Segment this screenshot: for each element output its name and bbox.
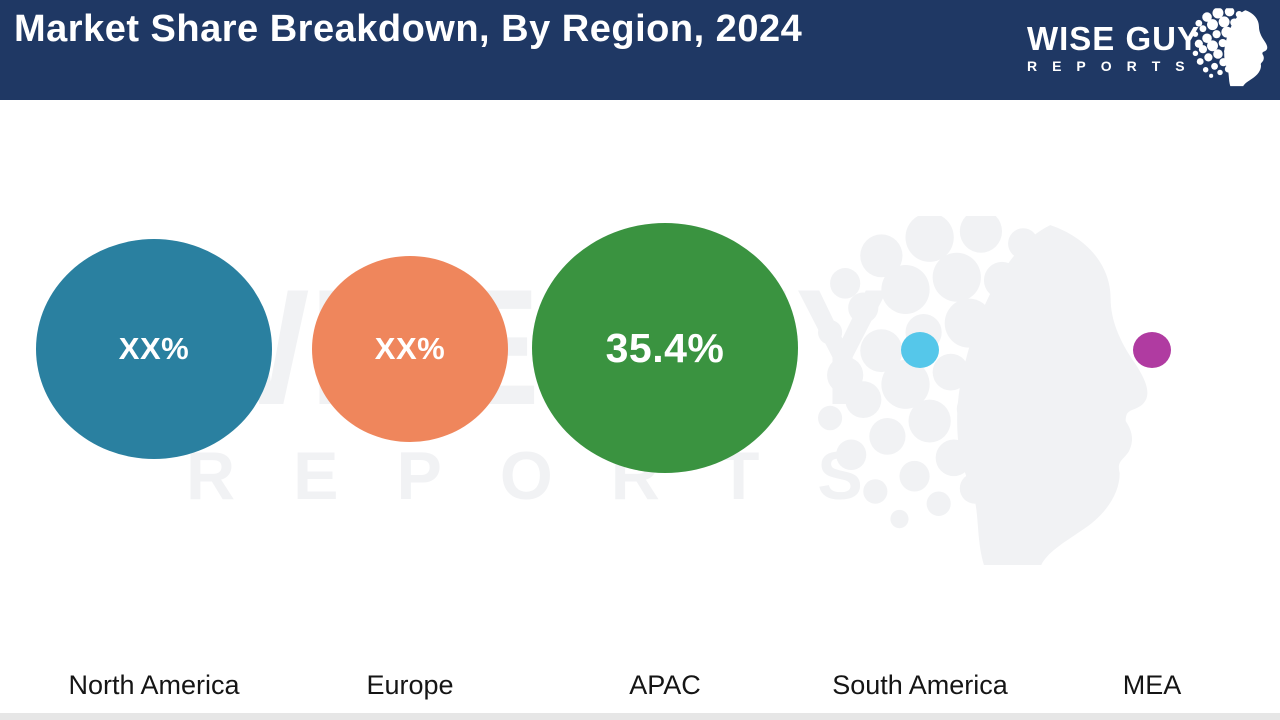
logo-text: WISE GUY REPORTS	[1027, 22, 1200, 73]
bubble-south-america	[901, 332, 939, 368]
bubble-value-label: XX%	[118, 331, 190, 366]
watermark-head-icon	[815, 216, 1177, 568]
bubble-value-label: 35.4%	[605, 324, 725, 371]
category-label-apac: APAC	[629, 670, 701, 700]
bubble-europe: XX%	[312, 256, 508, 442]
wiseguy-logo: WISE GUY REPORTS	[1027, 8, 1274, 87]
category-label-south-america: South America	[832, 670, 1008, 700]
bubble-apac: 35.4%	[532, 223, 798, 473]
logo-subtitle: REPORTS	[1026, 58, 1200, 74]
logo-wordmark: WISE GUY	[1026, 20, 1200, 57]
category-label-north-america: North America	[68, 670, 240, 700]
app-header: Market Share Breakdown, By Region, 2024 …	[0, 0, 1280, 100]
bubble-north-america: XX%	[36, 239, 272, 459]
bubble-chart: WISE GUY REPORTS XX% XX% 35.4% North Ame…	[0, 100, 1280, 720]
bubble-value-label: XX%	[374, 331, 446, 366]
logo-head-icon	[1192, 8, 1274, 87]
bubble-mea	[1133, 332, 1171, 368]
footer-strip	[0, 713, 1280, 720]
page-title: Market Share Breakdown, By Region, 2024	[14, 8, 803, 50]
category-label-mea: MEA	[1122, 670, 1182, 700]
watermark-subtitle: REPORTS	[186, 438, 921, 514]
category-label-europe: Europe	[366, 670, 454, 700]
